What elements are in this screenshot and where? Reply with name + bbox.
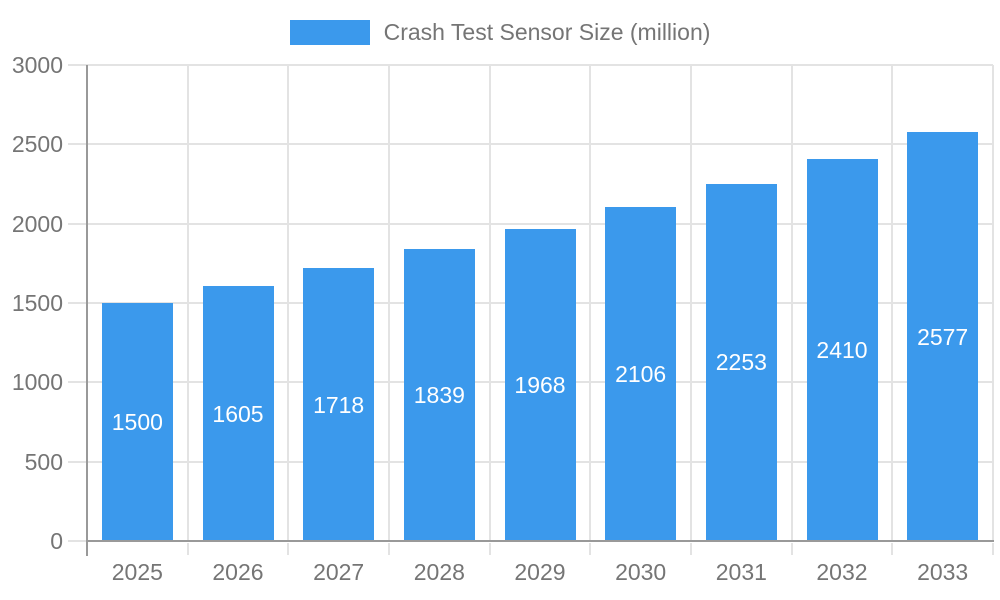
bar [303,268,375,541]
y-axis-tick-label: 3000 [11,52,63,78]
y-axis-tick-label: 2000 [11,210,63,237]
bar [806,158,878,541]
bar-value-label: 2106 [615,360,667,387]
y-axis-line [86,65,88,556]
x-axis-tick-label: 2025 [111,559,163,585]
y-axis-tick [68,64,87,66]
x-axis-tick [186,543,189,555]
bar-value-label: 2253 [715,349,767,376]
gridline-vertical [589,65,592,541]
y-axis-tick-label: 0 [50,528,63,554]
x-axis-tick [992,543,994,555]
y-axis-tick-label: 1000 [11,369,63,396]
gridline-vertical [186,65,189,541]
legend-swatch-icon [289,19,370,45]
bar-value-label: 1500 [111,409,163,435]
y-axis-tick [68,381,87,384]
bar-value-label: 1839 [413,382,465,409]
legend-label: Crash Test Sensor Size (million) [383,18,711,45]
bar-value-label: 1968 [514,371,566,398]
gridline-vertical [388,65,390,541]
bar [101,303,173,541]
plot-area: 1500 2025 1605 2026 1718 2027 1839 2028 1968 2029… [68,64,994,585]
y-axis-tick-label: 2500 [11,131,63,158]
x-axis-tick-label: 2032 [816,559,868,585]
bar [605,206,677,541]
gridline-vertical [287,65,290,541]
x-axis-tick-label: 2026 [212,559,264,585]
y-axis-tick [68,540,87,542]
x-axis-line [86,540,994,542]
x-axis-tick-label: 2027 [313,559,365,585]
bar [202,286,274,541]
y-axis-tick [68,143,87,146]
x-axis-tick [488,543,491,555]
bar-value-label: 1605 [212,400,264,427]
gridline-horizontal [87,64,993,66]
x-axis-tick [589,543,592,555]
gridline-vertical [992,65,994,541]
y-axis-tick [68,460,87,463]
bar-value-label: 2410 [816,336,868,363]
x-axis-tick [287,543,290,555]
x-axis-tick [790,543,793,555]
bar-value-label: 2577 [917,323,969,350]
y-axis-tick-label: 1500 [11,290,63,316]
x-axis-tick [891,543,894,555]
x-axis-tick [690,543,692,555]
gridline-vertical [690,65,692,541]
gridline-vertical [790,65,793,541]
x-axis-tick-label: 2028 [413,559,465,585]
bar [504,228,576,541]
x-axis-tick [388,543,390,555]
gridline-vertical [488,65,491,541]
x-axis-tick-label: 2031 [715,559,767,585]
legend-item[interactable]: Crash Test Sensor Size (million) [0,17,1000,47]
y-axis-tick-label: 500 [24,448,63,475]
gridline-horizontal [87,143,993,146]
x-axis-tick-label: 2029 [514,559,566,585]
bar [907,132,979,541]
bar [705,183,777,541]
gridline-vertical [891,65,894,541]
bar-value-label: 1718 [313,391,365,418]
y-axis-tick [68,302,87,304]
x-axis-tick-label: 2030 [615,559,667,585]
y-axis-tick [68,222,87,225]
gridline-horizontal [87,222,993,225]
bar [403,249,475,541]
x-axis-tick-label: 2033 [917,559,969,585]
